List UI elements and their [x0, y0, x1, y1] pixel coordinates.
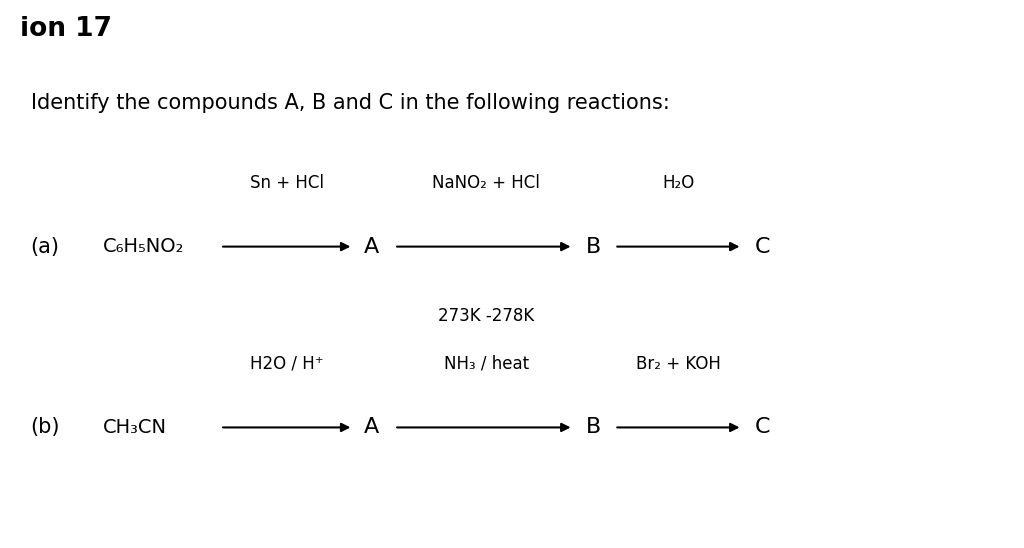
Text: (a): (a) [31, 237, 59, 256]
Text: NH₃ / heat: NH₃ / heat [443, 355, 529, 373]
Text: C: C [755, 418, 770, 437]
Text: (b): (b) [31, 418, 60, 437]
Text: 273K -278K: 273K -278K [438, 307, 535, 325]
Text: C₆H₅NO₂: C₆H₅NO₂ [102, 237, 184, 256]
Text: ion 17: ion 17 [20, 16, 113, 42]
Text: A: A [364, 237, 379, 256]
Text: C: C [755, 237, 770, 256]
Text: Sn + HCl: Sn + HCl [250, 174, 324, 192]
Text: B: B [586, 237, 601, 256]
Text: H2O / H⁺: H2O / H⁺ [250, 355, 324, 373]
Text: B: B [586, 418, 601, 437]
Text: CH₃CN: CH₃CN [102, 418, 166, 437]
Text: A: A [364, 418, 379, 437]
Text: Identify the compounds A, B and C in the following reactions:: Identify the compounds A, B and C in the… [31, 93, 670, 113]
Text: Br₂ + KOH: Br₂ + KOH [637, 355, 721, 373]
Text: NaNO₂ + HCl: NaNO₂ + HCl [432, 174, 541, 192]
Text: H₂O: H₂O [663, 174, 695, 192]
